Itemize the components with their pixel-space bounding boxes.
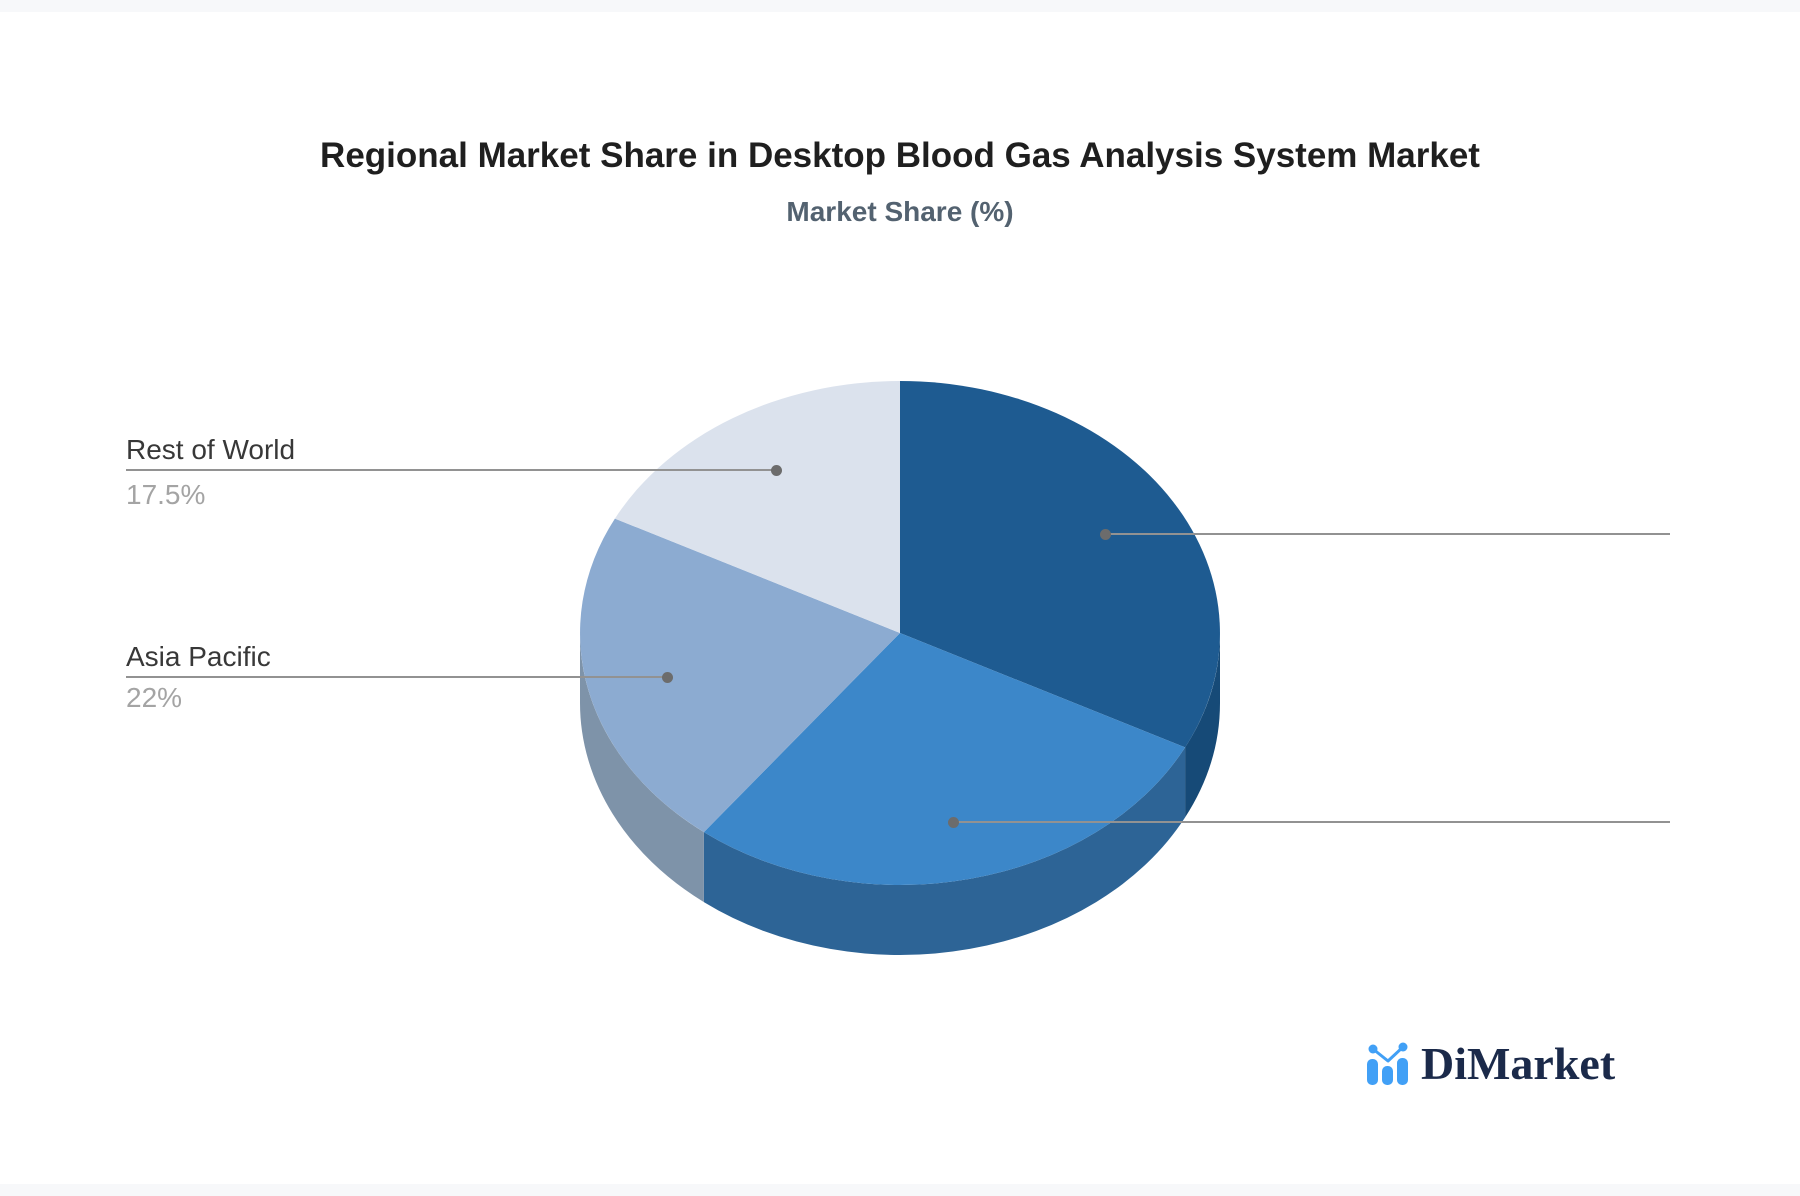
page-bottom-strip: [0, 1184, 1800, 1196]
chart-title: Regional Market Share in Desktop Blood G…: [320, 136, 1480, 175]
segment-value: 17.5%: [126, 479, 206, 510]
brand-logo: DiMarket: [1364, 1040, 1615, 1088]
leader-line: [126, 469, 776, 471]
leader-dot: [948, 817, 959, 828]
leader-dot: [1100, 529, 1111, 540]
chart-subtitle: Market Share (%): [786, 196, 1014, 227]
leader-dot: [771, 465, 782, 476]
segment-label: Asia Pacific: [126, 641, 271, 672]
slice-side-europe: [703, 747, 1186, 955]
segment-value: 22%: [126, 682, 183, 713]
leader-line: [953, 821, 1670, 823]
leader-dot: [662, 672, 673, 683]
segment-label: Rest of World: [126, 434, 296, 465]
brand-name: DiMarket: [1421, 1038, 1616, 1089]
leader-line: [1105, 533, 1670, 535]
page-top-strip: [0, 0, 1800, 12]
slice-side-asia-pacific: [580, 633, 704, 903]
slice-face-north-america[interactable]: [900, 381, 1220, 748]
bar-line-chart-logo-icon: [1367, 1042, 1408, 1085]
slice-face-rest-of-world[interactable]: [614, 381, 900, 633]
slice-face-asia-pacific[interactable]: [580, 518, 900, 833]
leader-line: [126, 676, 667, 678]
slice-side-north-america: [1185, 633, 1220, 818]
